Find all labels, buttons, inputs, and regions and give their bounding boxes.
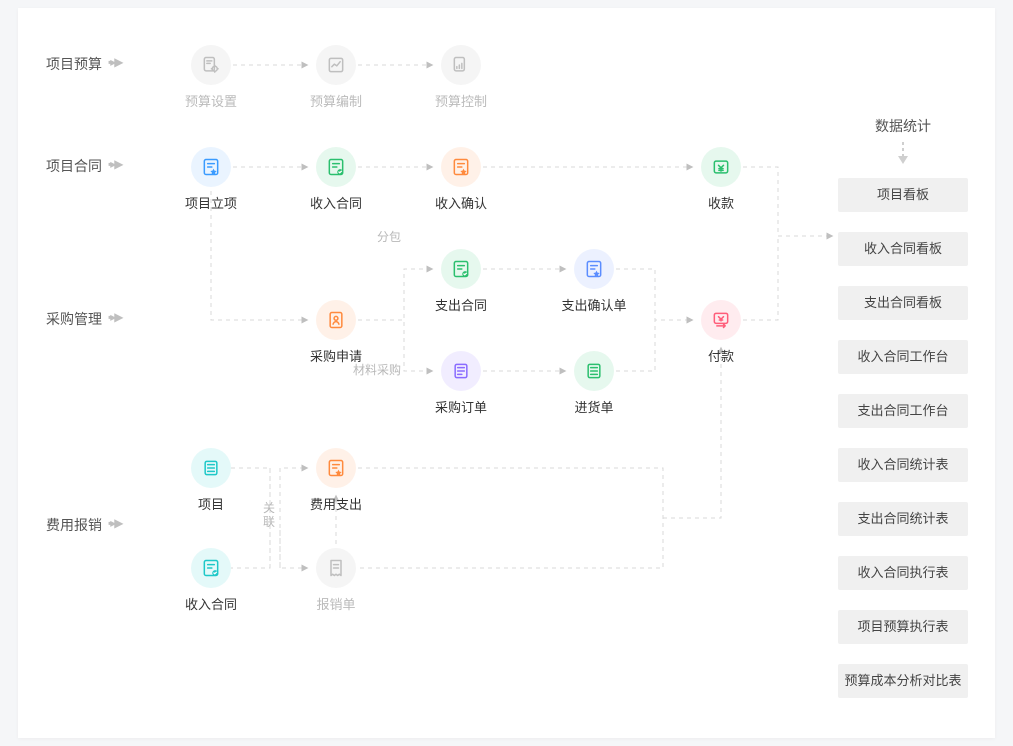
section-label: 费用报销 — [46, 515, 102, 535]
node-label: 收入合同 — [310, 193, 362, 212]
stats-button[interactable]: 收入合同工作台 — [838, 340, 968, 374]
section-label: 项目预算 — [46, 54, 102, 74]
stats-button[interactable]: 项目看板 — [838, 178, 968, 212]
stats-button[interactable]: 项目预算执行表 — [838, 610, 968, 644]
node-purchase_ord[interactable] — [441, 351, 481, 391]
node-budget_cfg[interactable] — [191, 45, 231, 85]
stats-arrow-icon — [895, 142, 911, 169]
node-label: 付款 — [708, 346, 734, 365]
diagram-panel: 项目预算 ▪▸▶ 项目合同 ▪▸▶ 采购管理 ▪▸▶ 费用报销 ▪▸▶ 预算设置 预算编制 预算控… — [18, 8, 995, 738]
stats-button[interactable]: 预算成本分析对比表 — [838, 664, 968, 698]
edge-label: 分包 — [377, 228, 401, 245]
section-arrow-icon: ▪▸▶ — [108, 157, 122, 171]
node-label: 收入确认 — [435, 193, 487, 212]
node-payment[interactable] — [701, 300, 741, 340]
node-purchase_req[interactable] — [316, 300, 356, 340]
node-label: 预算控制 — [435, 91, 487, 110]
section-arrow-icon: ▪▸▶ — [108, 310, 122, 324]
node-expend_cfm[interactable] — [574, 249, 614, 289]
node-income_ct[interactable] — [316, 147, 356, 187]
node-budget_ctrl[interactable] — [441, 45, 481, 85]
stats-button[interactable]: 收入合同统计表 — [838, 448, 968, 482]
node-income_cfm[interactable] — [441, 147, 481, 187]
stats-button[interactable]: 收入合同执行表 — [838, 556, 968, 590]
section-label: 项目合同 — [46, 156, 102, 176]
node-label: 预算设置 — [185, 91, 237, 110]
node-expend_ct[interactable] — [441, 249, 481, 289]
node-budget_make[interactable] — [316, 45, 356, 85]
edge-label: 材料采购 — [353, 361, 401, 378]
stats-button[interactable]: 支出合同统计表 — [838, 502, 968, 536]
node-label: 费用支出 — [310, 494, 362, 513]
node-label: 收款 — [708, 193, 734, 212]
stats-title: 数据统计 — [838, 116, 968, 136]
section-label: 采购管理 — [46, 309, 102, 329]
node-reimburse[interactable] — [316, 548, 356, 588]
node-income_ct2[interactable] — [191, 548, 231, 588]
edge-label: 联 — [263, 513, 275, 530]
stats-button[interactable]: 支出合同工作台 — [838, 394, 968, 428]
node-project[interactable] — [191, 448, 231, 488]
node-fee_expend[interactable] — [316, 448, 356, 488]
node-label: 支出确认单 — [561, 295, 626, 314]
node-label: 进货单 — [574, 397, 613, 416]
section-arrow-icon: ▪▸▶ — [108, 55, 122, 69]
stats-button[interactable]: 支出合同看板 — [838, 286, 968, 320]
node-label: 报销单 — [316, 594, 355, 613]
node-label: 采购订单 — [435, 397, 487, 416]
node-label: 支出合同 — [435, 295, 487, 314]
node-label: 项目 — [198, 494, 224, 513]
node-inbound[interactable] — [574, 351, 614, 391]
node-label: 项目立项 — [185, 193, 237, 212]
stats-button[interactable]: 收入合同看板 — [838, 232, 968, 266]
node-label: 预算编制 — [310, 91, 362, 110]
node-label: 收入合同 — [185, 594, 237, 613]
node-receipt[interactable] — [701, 147, 741, 187]
node-project_init[interactable] — [191, 147, 231, 187]
section-arrow-icon: ▪▸▶ — [108, 516, 122, 530]
